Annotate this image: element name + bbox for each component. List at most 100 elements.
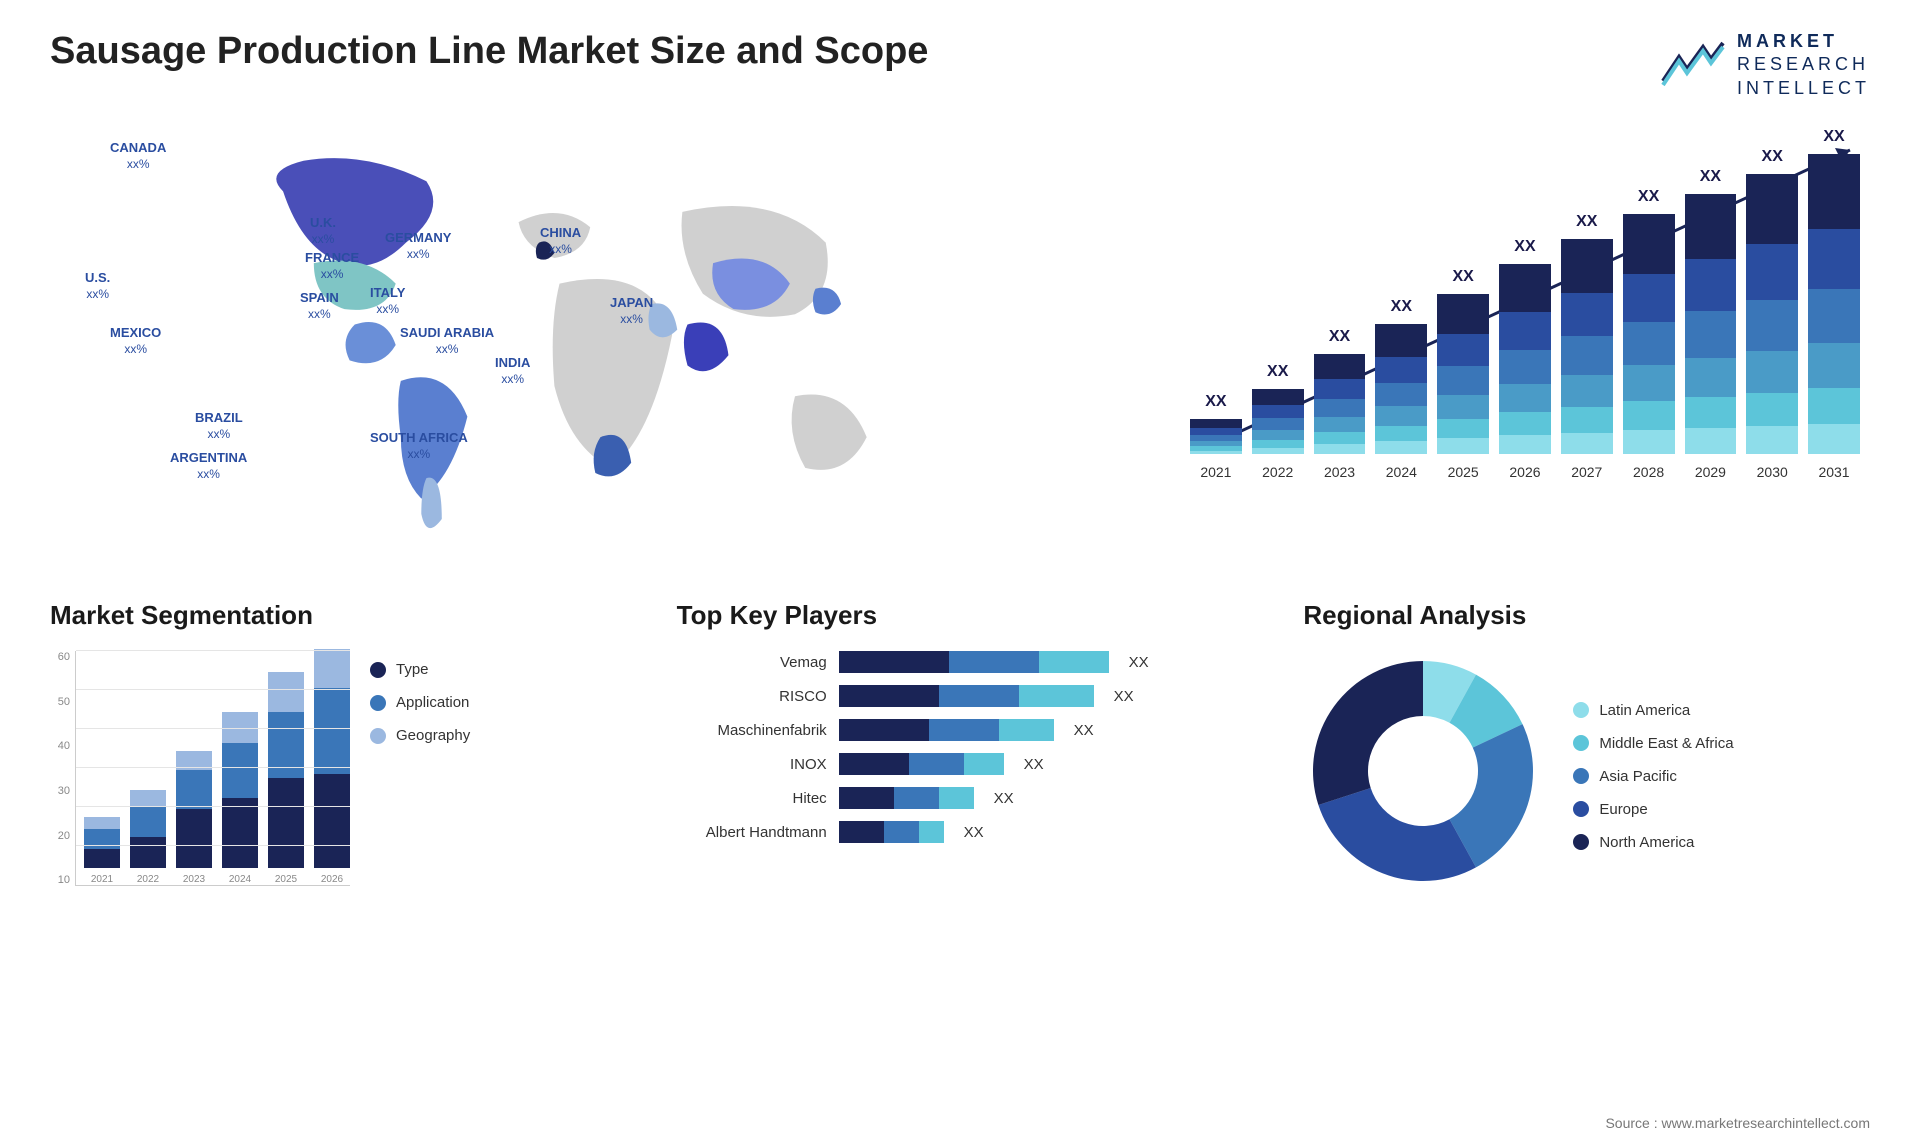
- growth-year-label: 2021: [1200, 464, 1231, 480]
- map-label: SPAINxx%: [300, 290, 339, 321]
- player-row: Albert HandtmannXX: [677, 821, 1244, 843]
- growth-year-label: 2031: [1818, 464, 1849, 480]
- logo-line1: MARKET: [1737, 30, 1870, 53]
- growth-bar: XX 2026: [1499, 238, 1551, 480]
- map-svg: [50, 130, 1110, 560]
- growth-bar: XX 2021: [1190, 393, 1242, 480]
- player-name: INOX: [677, 756, 827, 773]
- logo-line3: INTELLECT: [1737, 77, 1870, 100]
- growth-bar: XX 2031: [1808, 128, 1860, 480]
- regional-title: Regional Analysis: [1303, 600, 1870, 631]
- map-label: CANADAxx%: [110, 140, 166, 171]
- growth-chart: XX2021XX2022XX2023XX2024XX2025XX2026XX20…: [1150, 130, 1870, 560]
- map-label: U.K.xx%: [310, 215, 336, 246]
- map-label: JAPANxx%: [610, 295, 653, 326]
- header: Sausage Production Line Market Size and …: [50, 30, 1870, 100]
- growth-bar: XX 2029: [1685, 168, 1737, 480]
- player-row: RISCO XX: [677, 685, 1244, 707]
- page-title: Sausage Production Line Market Size and …: [50, 30, 928, 73]
- growth-year-label: 2028: [1633, 464, 1664, 480]
- donut-slice: [1313, 661, 1423, 805]
- seg-year-label: 2024: [229, 874, 251, 885]
- map-label: INDIAxx%: [495, 355, 530, 386]
- legend-item: Type: [370, 661, 470, 678]
- y-tick: 60: [45, 651, 70, 663]
- growth-value: XX: [1762, 148, 1783, 166]
- seg-year-label: 2021: [91, 874, 113, 885]
- growth-value: XX: [1514, 238, 1535, 256]
- growth-year-label: 2023: [1324, 464, 1355, 480]
- player-name: Vemag: [677, 654, 827, 671]
- growth-year-label: 2029: [1695, 464, 1726, 480]
- seg-year-label: 2022: [137, 874, 159, 885]
- seg-bar: 2023: [176, 751, 212, 886]
- growth-value: XX: [1700, 168, 1721, 186]
- growth-value: XX: [1452, 268, 1473, 286]
- players-title: Top Key Players: [677, 600, 1244, 631]
- donut-chart: [1303, 651, 1543, 891]
- map-label: FRANCExx%: [305, 250, 359, 281]
- seg-bar: 2025: [268, 672, 304, 885]
- player-value: XX: [964, 824, 984, 841]
- seg-bar: 2024: [222, 712, 258, 886]
- player-name: Hitec: [677, 790, 827, 807]
- growth-value: XX: [1329, 328, 1350, 346]
- map-label: U.S.xx%: [85, 270, 110, 301]
- growth-year-label: 2026: [1509, 464, 1540, 480]
- seg-year-label: 2023: [183, 874, 205, 885]
- logo-line2: RESEARCH: [1737, 53, 1870, 76]
- legend-item: Asia Pacific: [1573, 768, 1733, 785]
- growth-bar: XX 2025: [1437, 268, 1489, 480]
- map-label: SOUTH AFRICAxx%: [370, 430, 468, 461]
- growth-value: XX: [1267, 363, 1288, 381]
- seg-year-label: 2026: [321, 874, 343, 885]
- player-value: XX: [1024, 756, 1044, 773]
- growth-year-label: 2024: [1386, 464, 1417, 480]
- growth-bar: XX 2023: [1314, 328, 1366, 480]
- growth-bar: XX 2028: [1623, 188, 1675, 480]
- player-name: RISCO: [677, 688, 827, 705]
- seg-bar: 2021: [84, 817, 120, 885]
- growth-year-label: 2025: [1448, 464, 1479, 480]
- growth-bar: XX2030: [1746, 148, 1798, 480]
- map-label: GERMANYxx%: [385, 230, 451, 261]
- legend-item: Europe: [1573, 801, 1733, 818]
- legend-item: Application: [370, 694, 470, 711]
- growth-value: XX: [1823, 128, 1844, 146]
- growth-bar: XX2024: [1375, 298, 1427, 480]
- source-label: Source : www.marketresearchintellect.com: [1605, 1115, 1870, 1131]
- growth-value: XX: [1205, 393, 1226, 411]
- y-tick: 10: [45, 874, 70, 886]
- y-tick: 50: [45, 696, 70, 708]
- segmentation-title: Market Segmentation: [50, 600, 617, 631]
- player-row: VemagXX: [677, 651, 1244, 673]
- segmentation-panel: Market Segmentation 605040302010 2021202…: [50, 600, 617, 911]
- map-label: CHINAxx%: [540, 225, 581, 256]
- world-map: CANADAxx%U.S.xx%MEXICOxx%BRAZILxx%ARGENT…: [50, 130, 1110, 560]
- player-name: Maschinenfabrik: [677, 722, 827, 739]
- seg-bar: 2022: [130, 790, 166, 885]
- player-value: XX: [1114, 688, 1134, 705]
- regional-panel: Regional Analysis Latin America Middle Ea…: [1303, 600, 1870, 911]
- legend-item: Geography: [370, 727, 470, 744]
- player-value: XX: [1074, 722, 1094, 739]
- y-tick: 40: [45, 740, 70, 752]
- legend-item: Latin America: [1573, 702, 1733, 719]
- player-value: XX: [994, 790, 1014, 807]
- donut-slice: [1319, 788, 1477, 881]
- players-panel: Top Key Players VemagXXRISCOXXMaschinenf…: [677, 600, 1244, 911]
- map-label: SAUDI ARABIAxx%: [400, 325, 494, 356]
- growth-value: XX: [1638, 188, 1659, 206]
- y-tick: 20: [45, 830, 70, 842]
- seg-year-label: 2025: [275, 874, 297, 885]
- growth-year-label: 2022: [1262, 464, 1293, 480]
- player-row: Hitec XX: [677, 787, 1244, 809]
- growth-bar: XX 2022: [1252, 363, 1304, 480]
- y-tick: 30: [45, 785, 70, 797]
- growth-value: XX: [1576, 213, 1597, 231]
- legend-item: Middle East & Africa: [1573, 735, 1733, 752]
- map-label: ITALYxx%: [370, 285, 405, 316]
- map-label: MEXICOxx%: [110, 325, 161, 356]
- map-label: ARGENTINAxx%: [170, 450, 247, 481]
- logo-icon: [1661, 41, 1725, 89]
